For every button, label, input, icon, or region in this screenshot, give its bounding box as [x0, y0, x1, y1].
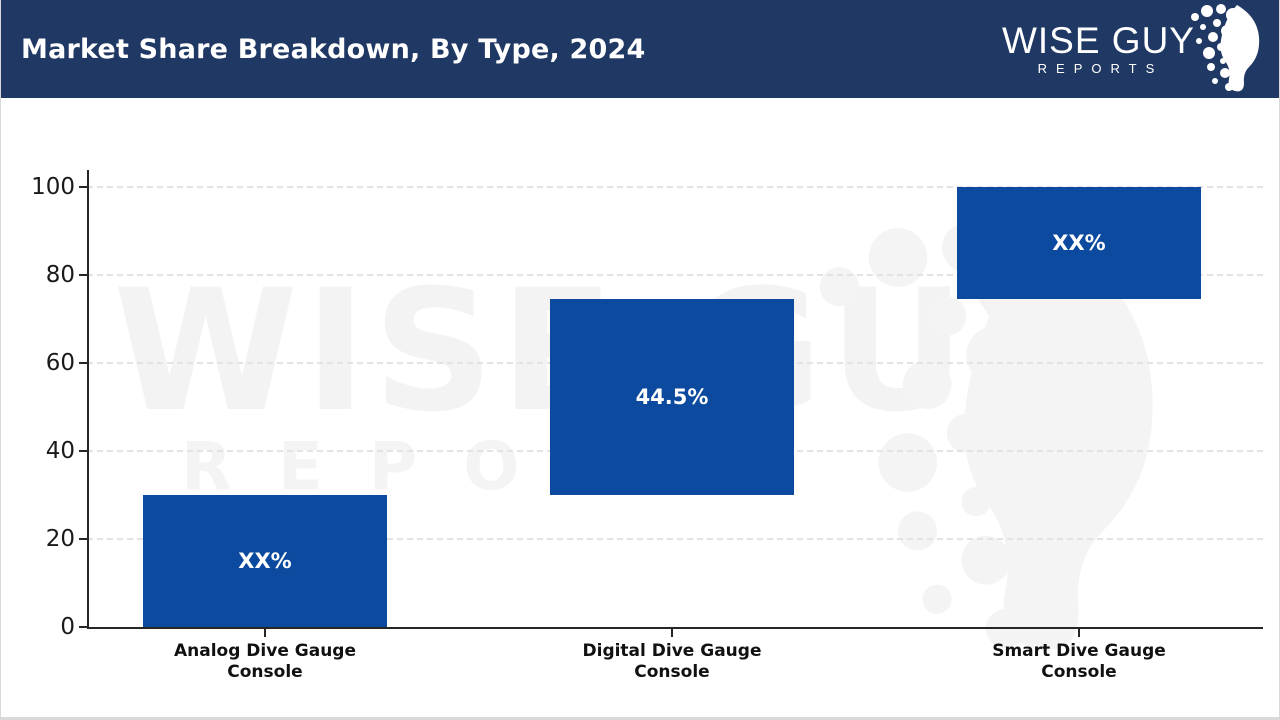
watermark-face-icon: [819, 223, 1153, 650]
gridline-100: [87, 186, 1263, 188]
bar-2: 44.5%: [550, 299, 794, 495]
y-tick-mark-0: [79, 626, 88, 628]
y-tick-label-20: 20: [45, 526, 75, 552]
x-category-label-3: Smart Dive Gauge Console: [992, 641, 1166, 683]
page-title: Market Share Breakdown, By Type, 2024: [21, 33, 646, 65]
y-axis-line: [87, 170, 89, 629]
gridline-20: [87, 538, 1263, 540]
logo-text: WISE GUY REPORTS: [1002, 22, 1195, 76]
y-tick-label-60: 60: [45, 350, 75, 376]
y-tick-mark-100: [79, 186, 88, 188]
y-tick-label-100: 100: [31, 174, 75, 200]
x-tick-mark-3: [1078, 629, 1080, 637]
y-tick-label-80: 80: [45, 262, 75, 288]
bar-value-label: XX%: [238, 549, 292, 573]
x-tick-mark-1: [264, 629, 266, 637]
gridline-80: [87, 274, 1263, 276]
y-tick-label-40: 40: [45, 438, 75, 464]
bar-1: XX%: [143, 495, 387, 627]
wise-guy-logo: WISE GUY REPORTS: [1002, 0, 1267, 98]
bar-value-label: XX%: [1052, 231, 1106, 256]
y-tick-label-0: 0: [60, 614, 75, 640]
x-category-label-2: Digital Dive Gauge Console: [582, 641, 762, 683]
y-tick-mark-80: [79, 274, 88, 276]
logo-subtitle: REPORTS: [1037, 61, 1164, 76]
x-tick-mark-2: [671, 629, 673, 637]
y-tick-mark-20: [79, 538, 88, 540]
x-axis-line: [87, 627, 1263, 629]
y-tick-mark-40: [79, 450, 88, 452]
bar-value-label: 44.5%: [635, 385, 709, 410]
y-tick-mark-60: [79, 362, 88, 364]
x-category-label-1: Analog Dive Gauge Console: [173, 641, 357, 683]
logo-wordmark: WISE GUY: [1001, 20, 1195, 61]
logo-face-icon: [1191, 4, 1260, 92]
header-bar: Market Share Breakdown, By Type, 2024 WI…: [1, 0, 1279, 98]
bar-3: XX%: [957, 187, 1201, 300]
